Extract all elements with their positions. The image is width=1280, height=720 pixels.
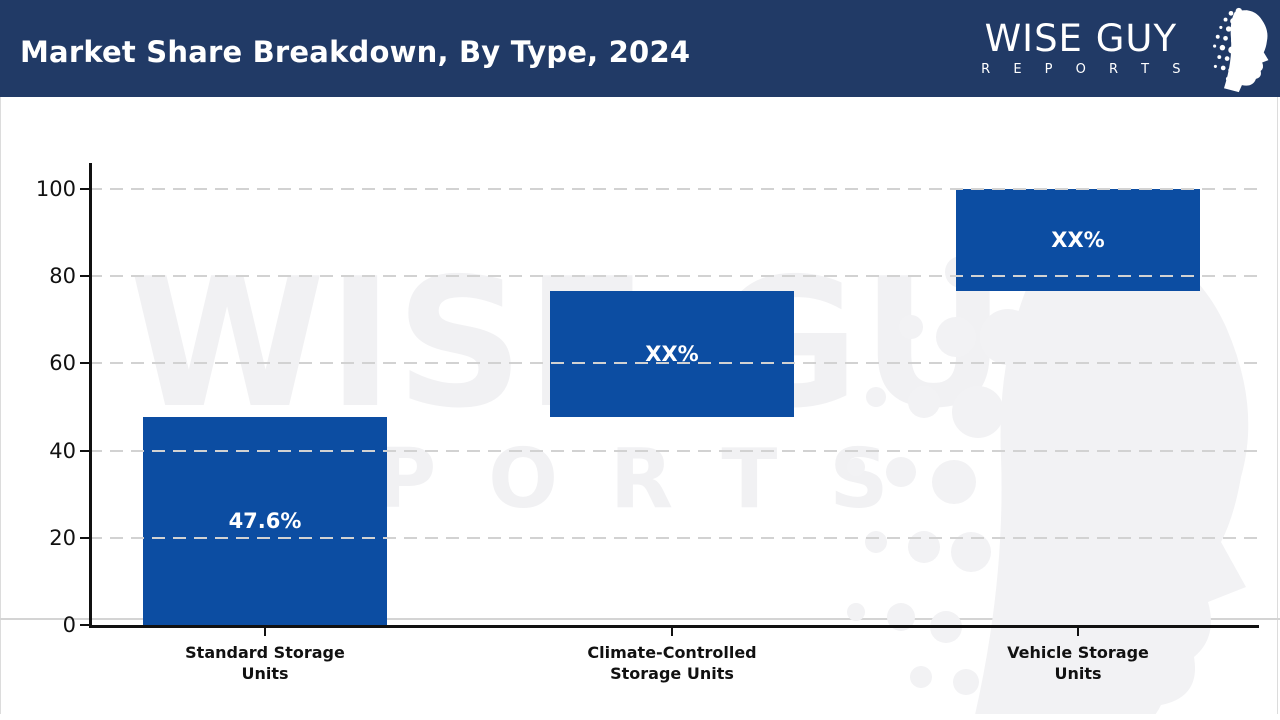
- brand-logo: WISE GUY R E P O R T S: [972, 0, 1270, 97]
- x-axis-line: [89, 625, 1259, 628]
- y-axis-tick-label: 40: [49, 438, 76, 463]
- y-axis-tick-label: 20: [49, 525, 76, 550]
- y-axis-tick: [80, 275, 89, 278]
- y-axis-tick: [80, 449, 89, 452]
- brand-subtitle: R E P O R T S: [981, 62, 1190, 77]
- gridline-y80: [89, 275, 1259, 278]
- y-axis-line: [89, 163, 92, 628]
- watermark-face-icon: [847, 235, 1249, 714]
- page-title: Market Share Breakdown, By Type, 2024: [20, 34, 691, 69]
- y-axis-tick-label: 100: [35, 177, 76, 201]
- x-axis-tick: [1077, 628, 1079, 636]
- x-axis-tick: [671, 628, 673, 636]
- x-axis-category-label: Climate-Controlled Storage Units: [587, 643, 757, 683]
- bar-segment-2: XX%: [550, 291, 794, 418]
- y-axis-tick: [80, 624, 89, 626]
- gridline-y100: [89, 188, 1259, 190]
- gridline-y60: [89, 362, 1259, 365]
- brand-wordmark: WISE GUY R E P O R T S: [972, 20, 1190, 77]
- x-axis-tick: [264, 628, 266, 636]
- y-axis-tick: [80, 362, 89, 365]
- y-axis-tick-label: 80: [49, 264, 76, 289]
- gridline-y40: [89, 449, 1259, 452]
- gridline-y20: [89, 536, 1259, 539]
- y-axis-tick: [80, 188, 89, 190]
- x-axis-category-label: Vehicle Storage Units: [1007, 643, 1149, 683]
- chart-canvas: WISE GU REPORTS 0 20 40 60 80 100 47.6% Standar…: [0, 97, 1278, 714]
- bar-value-label: 47.6%: [228, 509, 302, 534]
- page-bottom-divider: [0, 618, 1280, 620]
- header-bar: Market Share Breakdown, By Type, 2024 WI…: [0, 0, 1280, 97]
- y-axis-tick-label: 0: [62, 613, 76, 637]
- bar-value-label: XX%: [1051, 228, 1105, 253]
- brand-name: WISE GUY: [984, 17, 1178, 60]
- brand-face-icon: [1213, 7, 1269, 92]
- bar-segment-3: XX%: [956, 189, 1200, 292]
- x-axis-category-label: Standard Storage Units: [185, 643, 345, 683]
- y-axis-tick: [80, 536, 89, 539]
- y-axis-tick-label: 60: [49, 351, 76, 376]
- bar-segment-1: 47.6%: [143, 417, 387, 625]
